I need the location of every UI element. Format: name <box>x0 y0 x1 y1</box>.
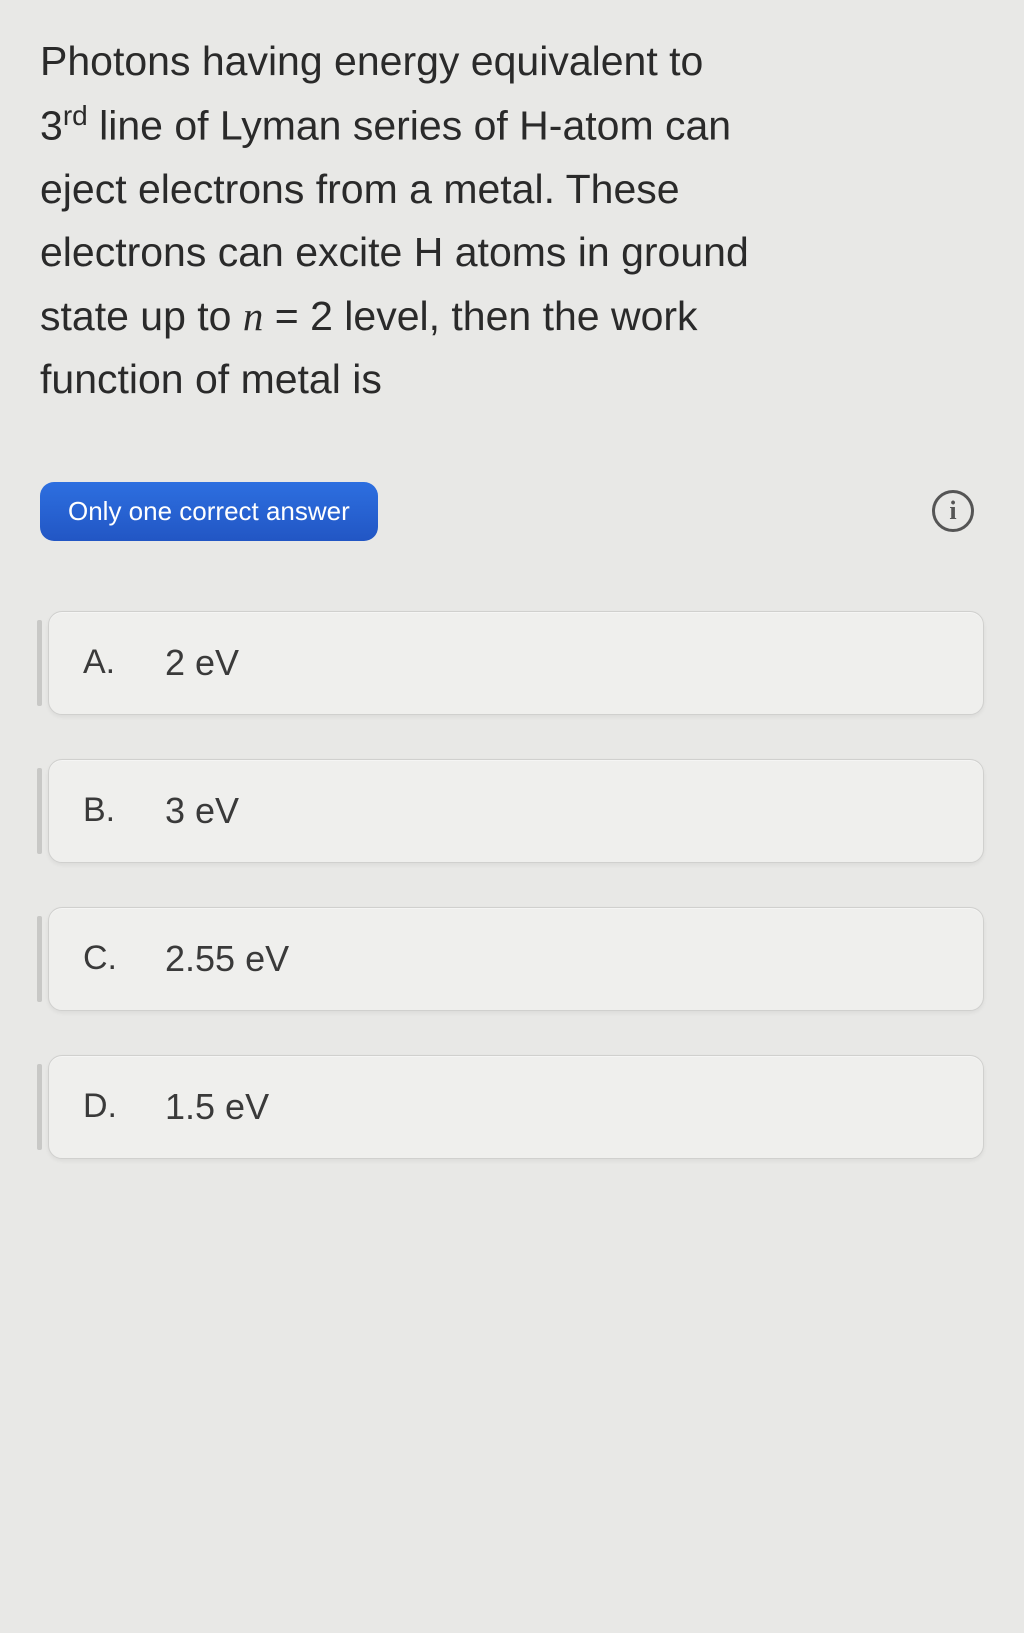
q-line5-var: n <box>243 293 264 339</box>
option-value: 2 eV <box>165 642 239 684</box>
q-line6: function of metal is <box>40 356 382 402</box>
options-list: A. 2 eV B. 3 eV C. 2.55 eV D. 1.5 eV <box>48 611 984 1159</box>
option-a[interactable]: A. 2 eV <box>48 611 984 715</box>
option-d[interactable]: D. 1.5 eV <box>48 1055 984 1159</box>
badge-row: Only one correct answer i <box>40 482 984 541</box>
option-letter: A. <box>83 643 123 682</box>
quiz-container: Photons having energy equivalent to 3rd … <box>0 0 1024 1633</box>
q-line1: Photons having energy equivalent to <box>40 38 703 84</box>
q-line5-prefix: state up to <box>40 293 243 339</box>
q-line2-prefix: 3 <box>40 102 63 148</box>
option-letter: B. <box>83 791 123 830</box>
option-value: 3 eV <box>165 790 239 832</box>
q-line3: eject electrons from a metal. These <box>40 166 680 212</box>
option-b[interactable]: B. 3 eV <box>48 759 984 863</box>
info-icon[interactable]: i <box>932 490 974 532</box>
option-letter: C. <box>83 939 123 978</box>
option-letter: D. <box>83 1087 123 1126</box>
q-line5-rest: = 2 level, then the work <box>263 293 697 339</box>
answer-type-badge: Only one correct answer <box>40 482 378 541</box>
q-line2-super: rd <box>63 100 88 131</box>
q-line4: electrons can excite H atoms in ground <box>40 229 749 275</box>
option-value: 1.5 eV <box>165 1086 269 1128</box>
option-c[interactable]: C. 2.55 eV <box>48 907 984 1011</box>
q-line2-rest: line of Lyman series of H-atom can <box>88 102 731 148</box>
option-value: 2.55 eV <box>165 938 289 980</box>
question-text: Photons having energy equivalent to 3rd … <box>40 30 984 412</box>
